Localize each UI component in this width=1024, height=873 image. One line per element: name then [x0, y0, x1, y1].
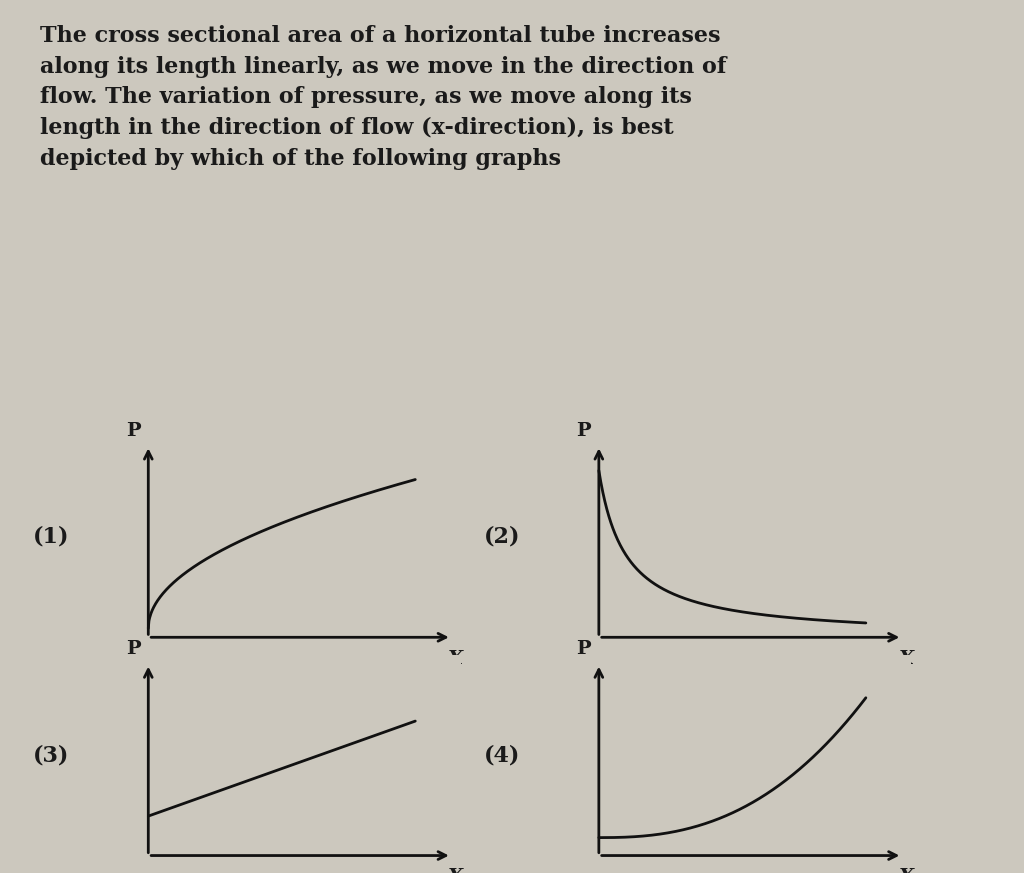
Text: (2): (2) [483, 526, 520, 548]
Text: P: P [577, 640, 591, 658]
Text: P: P [126, 640, 140, 658]
Text: P: P [577, 422, 591, 440]
Text: X: X [447, 868, 462, 873]
Text: (3): (3) [33, 744, 70, 766]
Text: The cross sectional area of a horizontal tube increases
along its length linearl: The cross sectional area of a horizontal… [40, 25, 726, 169]
Text: X: X [447, 650, 462, 668]
Text: (1): (1) [33, 526, 70, 548]
Text: X: X [898, 650, 912, 668]
Text: (4): (4) [483, 744, 520, 766]
Text: P: P [126, 422, 140, 440]
Text: X: X [898, 868, 912, 873]
